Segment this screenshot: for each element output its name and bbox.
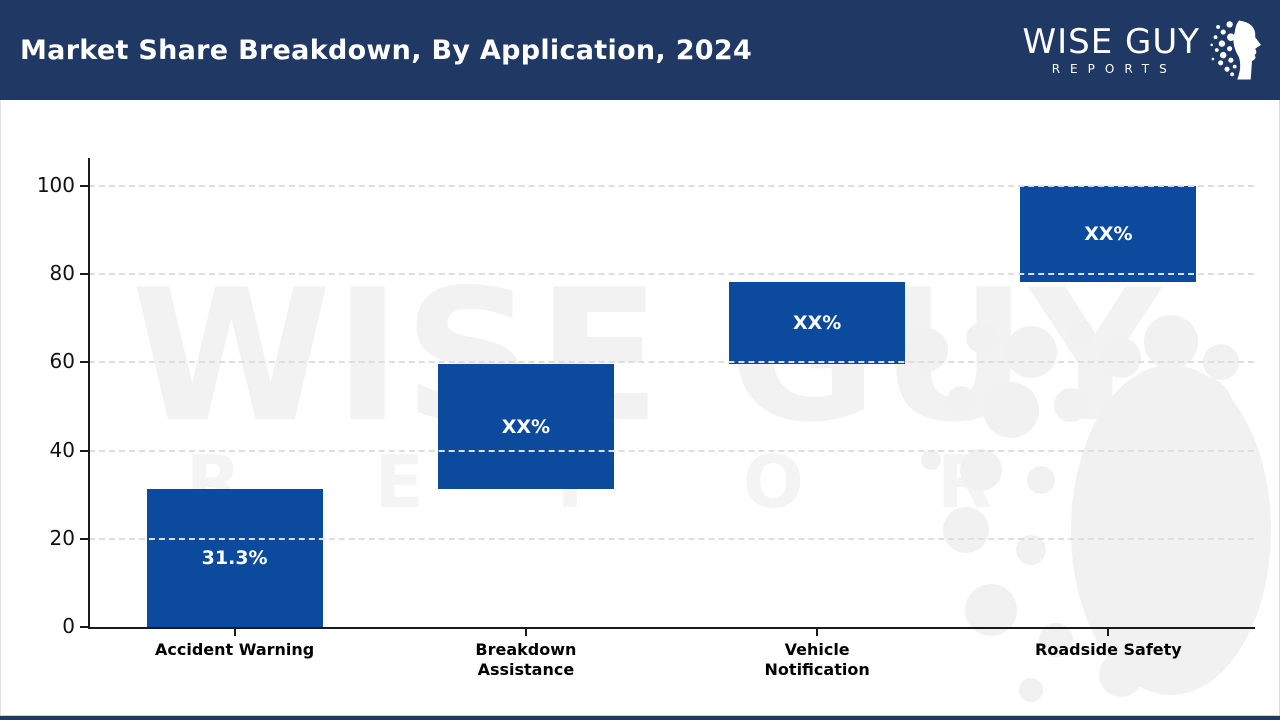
x-axis-line: [88, 627, 1255, 629]
x-tick: [233, 629, 236, 636]
bar-value-label: XX%: [1084, 223, 1133, 246]
bar-1: XX%: [437, 364, 614, 489]
y-tick-label: 60: [49, 349, 75, 374]
x-tick: [524, 629, 527, 636]
brand-subtitle: REPORTS: [1051, 62, 1177, 76]
gridline-100: [89, 185, 1254, 187]
brand-name: WISE GUY: [1022, 22, 1200, 62]
y-tick-label: 40: [49, 437, 75, 462]
page-title: Market Share Breakdown, By Application, …: [20, 34, 753, 66]
header-bar: Market Share Breakdown, By Application, …: [0, 0, 1280, 100]
gridline-80: [89, 273, 1254, 276]
x-tick: [816, 629, 819, 636]
brand-logo: WISE GUY REPORTS: [1022, 8, 1268, 92]
y-tick: [80, 361, 88, 364]
category-label-0: Accident Warning: [155, 640, 315, 659]
y-axis-line: [88, 158, 90, 629]
x-tick: [1107, 629, 1110, 636]
y-tick: [80, 273, 88, 276]
gridline-60: [89, 361, 1254, 364]
footer-bar: [0, 715, 1280, 720]
bar-3: XX%: [1020, 186, 1197, 283]
bar-value-label: XX%: [501, 415, 551, 438]
y-tick-label: 0: [62, 614, 75, 638]
dotted-head-icon: [1210, 20, 1261, 80]
bar-value-label: 31.3%: [201, 546, 268, 569]
gridline-40: [89, 449, 1254, 452]
y-tick: [80, 449, 88, 452]
chart-canvas: WISE GUY R E P O R T S 31.3%Accident War…: [0, 100, 1280, 715]
y-tick: [80, 626, 88, 628]
bar-value-label: XX%: [792, 312, 842, 335]
y-tick: [80, 537, 88, 540]
category-label-3: Roadside Safety: [1035, 640, 1182, 659]
y-tick-label: 100: [36, 173, 75, 197]
y-tick: [80, 185, 88, 187]
category-label-1: Breakdown Assistance: [475, 640, 577, 679]
brand-logo-text: WISE GUY REPORTS: [1022, 24, 1200, 76]
watermark-head-icon: [904, 315, 1271, 702]
gridline-20: [89, 537, 1254, 540]
bar-2: XX%: [729, 282, 906, 365]
y-tick-label: 80: [49, 261, 75, 286]
y-tick-label: 20: [49, 525, 75, 550]
bar-0: 31.3%: [146, 488, 323, 627]
category-label-2: Vehicle Notification: [764, 640, 870, 679]
